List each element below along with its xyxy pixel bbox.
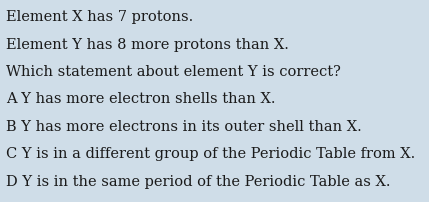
Text: B Y has more electrons in its outer shell than X.: B Y has more electrons in its outer shel… bbox=[6, 119, 362, 133]
Text: Element Y has 8 more protons than X.: Element Y has 8 more protons than X. bbox=[6, 37, 289, 51]
Text: A Y has more electron shells than X.: A Y has more electron shells than X. bbox=[6, 92, 276, 106]
Text: Element X has 7 protons.: Element X has 7 protons. bbox=[6, 10, 193, 24]
Text: D Y is in the same period of the Periodic Table as X.: D Y is in the same period of the Periodi… bbox=[6, 174, 391, 188]
Text: C Y is in a different group of the Periodic Table from X.: C Y is in a different group of the Perio… bbox=[6, 146, 416, 160]
Text: Which statement about element Y is correct?: Which statement about element Y is corre… bbox=[6, 65, 341, 79]
